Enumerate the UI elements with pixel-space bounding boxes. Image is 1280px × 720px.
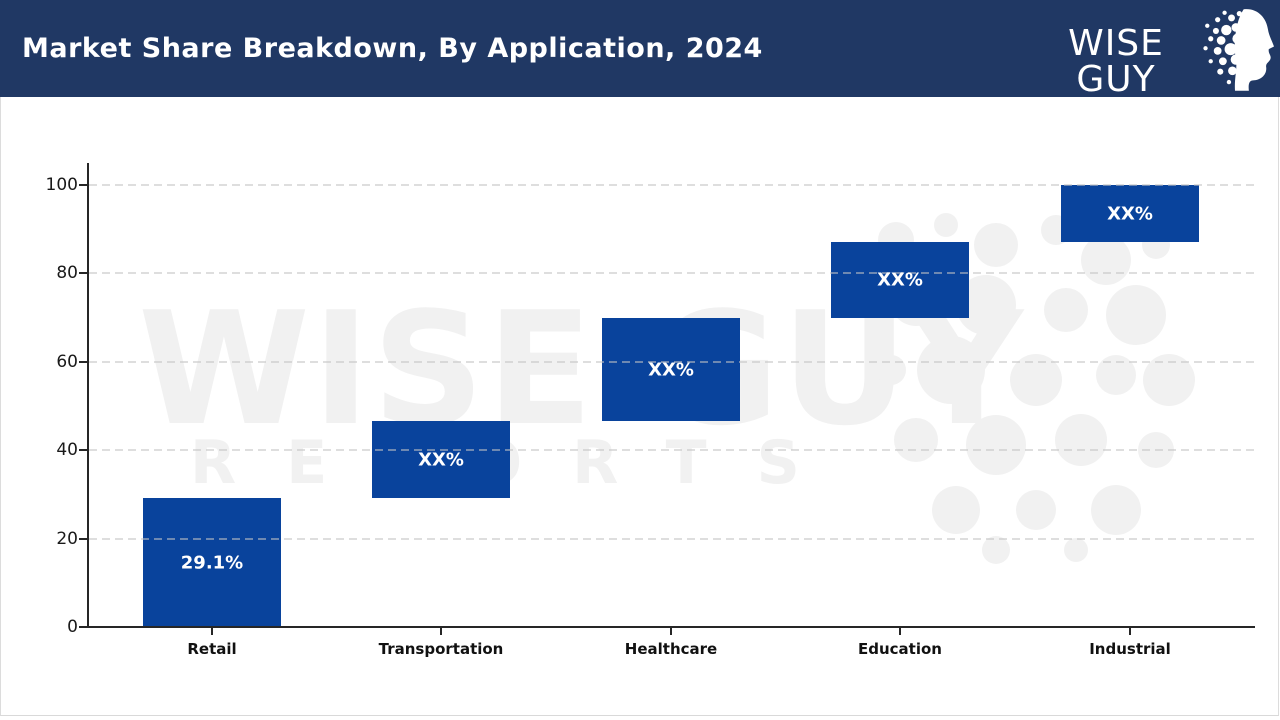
y-tick-mark-80	[79, 272, 87, 275]
gridline-80	[89, 272, 1255, 275]
bar-value-label-education: XX%	[877, 269, 923, 291]
x-category-label-industrial: Industrial	[1089, 640, 1171, 658]
y-tick-label-100: 100	[45, 175, 78, 195]
bar-industrial	[1061, 185, 1199, 243]
y-tick-label-80: 80	[56, 263, 78, 284]
gridline-60	[89, 360, 1255, 363]
y-tick-mark-0	[79, 626, 87, 628]
brand-logo-text: WISE GUY REPORTS	[1030, 23, 1202, 115]
chart-title: Market Share Breakdown, By Application, …	[22, 33, 763, 64]
y-tick-label-0: 0	[67, 617, 78, 637]
x-axis-line	[87, 626, 1255, 628]
header-bar: Market Share Breakdown, By Application, …	[0, 0, 1280, 114]
brand-logo: WISE GUY REPORTS	[1030, 6, 1274, 114]
x-category-label-transportation: Transportation	[378, 640, 504, 658]
brand-name: WISE GUY	[1068, 23, 1164, 100]
x-category-label-healthcare: Healthcare	[624, 640, 718, 658]
y-tick-label-40: 40	[56, 440, 78, 461]
x-category-label-education: Education	[858, 640, 942, 658]
y-tick-label-60: 60	[56, 351, 78, 372]
bar-value-label-industrial: XX%	[1107, 203, 1153, 225]
gridline-20	[89, 537, 1255, 540]
head-profile-icon	[1203, 9, 1274, 91]
gridline-40	[89, 449, 1255, 452]
bar-value-label-healthcare: XX%	[648, 359, 694, 381]
x-category-label-retail: Retail	[187, 640, 237, 658]
y-tick-mark-60	[79, 360, 87, 363]
bar-transportation	[372, 421, 510, 499]
bar-value-label-retail: 29.1%	[180, 552, 244, 574]
gridline-100	[89, 184, 1255, 186]
bar-healthcare	[602, 317, 740, 422]
x-tick-mark-industrial	[1129, 628, 1131, 635]
y-tick-mark-40	[79, 449, 87, 452]
x-tick-mark-transportation	[440, 628, 442, 635]
x-tick-mark-retail	[211, 628, 213, 635]
x-tick-mark-education	[899, 628, 901, 635]
x-tick-mark-healthcare	[670, 628, 672, 635]
bar-value-label-transportation: XX%	[418, 449, 464, 471]
brand-subtitle: REPORTS	[1051, 100, 1184, 114]
y-tick-mark-20	[79, 537, 87, 540]
y-tick-mark-100	[79, 184, 87, 186]
y-axis-line	[87, 163, 89, 628]
y-tick-label-20: 20	[56, 528, 78, 549]
bar-retail	[143, 498, 281, 627]
